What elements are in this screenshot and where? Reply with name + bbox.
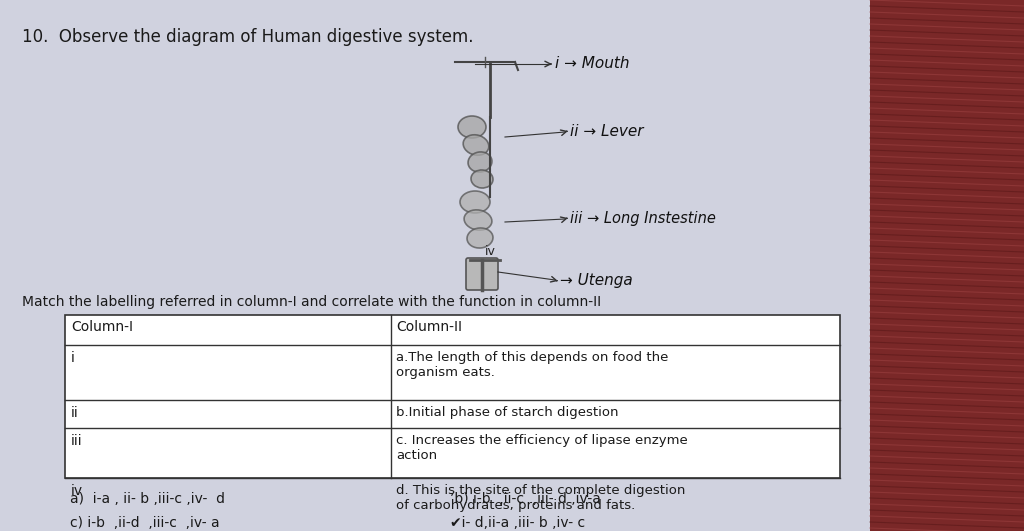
Ellipse shape xyxy=(468,152,492,172)
Ellipse shape xyxy=(467,228,493,248)
Text: ’b) i-b  ,ii-c  ,iii- d ,iv-a: ’b) i-b ,ii-c ,iii- d ,iv-a xyxy=(450,492,601,506)
Bar xyxy=(65,315,840,478)
Text: Column-I: Column-I xyxy=(71,320,133,334)
FancyBboxPatch shape xyxy=(466,258,498,290)
Text: iii → Long Instestine: iii → Long Instestine xyxy=(570,210,716,226)
Text: iv: iv xyxy=(71,484,83,498)
Text: Match the labelling referred in column-I and correlate with the function in colu: Match the labelling referred in column-I… xyxy=(22,295,601,309)
Ellipse shape xyxy=(458,116,486,138)
Text: Column-II: Column-II xyxy=(396,320,463,334)
Text: 10.  Observe the diagram of Human digestive system.: 10. Observe the diagram of Human digesti… xyxy=(22,28,473,46)
Text: i → Mouth: i → Mouth xyxy=(555,56,630,72)
Text: ✔i- d,ii-a ,iii- b ,iv- c: ✔i- d,ii-a ,iii- b ,iv- c xyxy=(450,516,585,530)
Ellipse shape xyxy=(460,191,490,213)
Text: b.Initial phase of starch digestion: b.Initial phase of starch digestion xyxy=(396,406,618,419)
Ellipse shape xyxy=(463,135,488,155)
Bar xyxy=(0,0,870,531)
Bar xyxy=(870,0,1024,531)
Text: ii → Lever: ii → Lever xyxy=(570,124,643,139)
Text: i: i xyxy=(71,351,75,365)
Text: → Utenga: → Utenga xyxy=(560,273,633,288)
Ellipse shape xyxy=(464,210,492,230)
Text: c. Increases the efficiency of lipase enzyme
action: c. Increases the efficiency of lipase en… xyxy=(396,434,688,462)
Text: ii: ii xyxy=(71,406,79,420)
Text: d. This is the site of the complete digestion
of carbohydrates, proteins and fat: d. This is the site of the complete dige… xyxy=(396,484,686,512)
Text: a)  i-a , ii- b ,iii-c ,iv-  d: a) i-a , ii- b ,iii-c ,iv- d xyxy=(70,492,225,506)
Text: iv: iv xyxy=(485,245,496,258)
Text: c) i-b  ,ii-d  ,iii-c  ,iv- a: c) i-b ,ii-d ,iii-c ,iv- a xyxy=(70,516,219,530)
Text: a.The length of this depends on food the
organism eats.: a.The length of this depends on food the… xyxy=(396,351,669,379)
Ellipse shape xyxy=(471,170,493,188)
Text: iii: iii xyxy=(71,434,83,448)
